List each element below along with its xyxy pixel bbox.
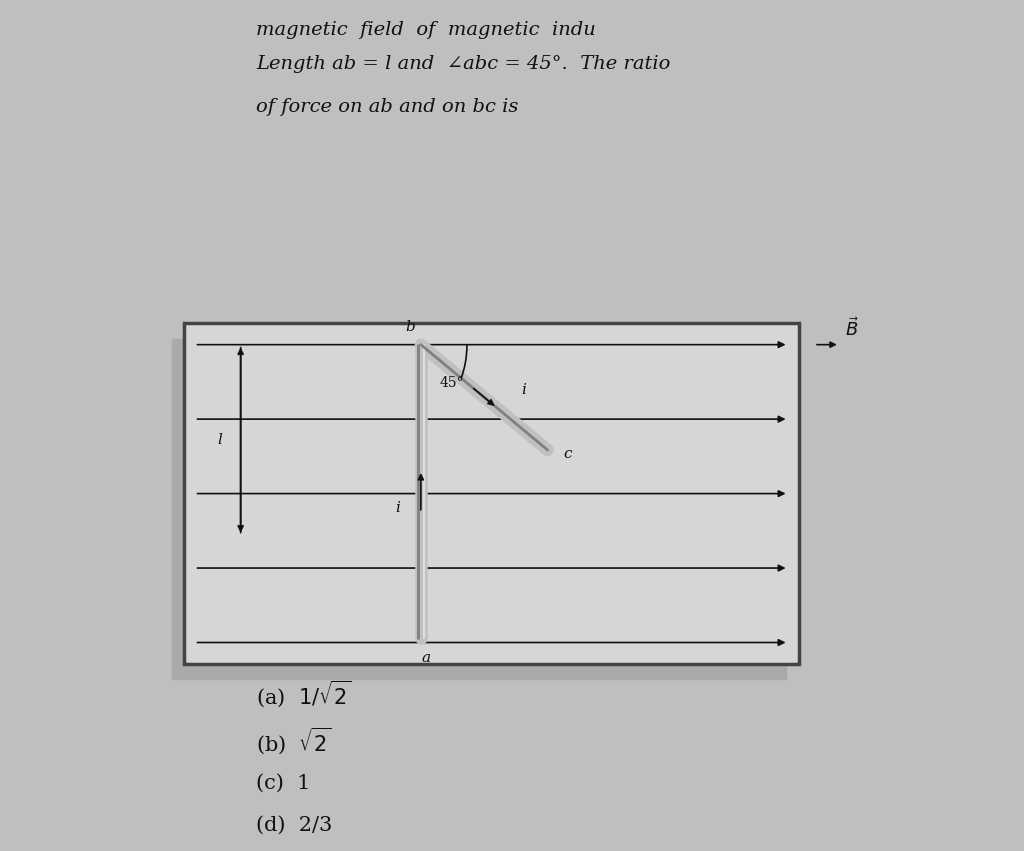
Text: b: b bbox=[406, 321, 416, 334]
Text: of force on ab and on bc is: of force on ab and on bc is bbox=[256, 98, 518, 116]
Text: c: c bbox=[563, 448, 571, 461]
Text: l: l bbox=[217, 433, 222, 447]
Text: a: a bbox=[422, 651, 430, 665]
Bar bbox=[184, 323, 799, 664]
Text: 45°: 45° bbox=[439, 376, 464, 390]
Text: i: i bbox=[395, 501, 400, 516]
Text: i: i bbox=[521, 383, 526, 397]
Text: magnetic  field  of  magnetic  indu: magnetic field of magnetic indu bbox=[256, 21, 596, 39]
Polygon shape bbox=[172, 339, 786, 679]
Text: $\vec{B}$: $\vec{B}$ bbox=[845, 317, 859, 340]
Text: (b)  $\sqrt{2}$: (b) $\sqrt{2}$ bbox=[256, 725, 332, 756]
Text: (c)  1: (c) 1 bbox=[256, 774, 310, 792]
Text: (d)  2/3: (d) 2/3 bbox=[256, 816, 333, 835]
Text: (a)  $1/\sqrt{2}$: (a) $1/\sqrt{2}$ bbox=[256, 678, 351, 709]
Text: Length ab = l and  ∠abc = 45°.  The ratio: Length ab = l and ∠abc = 45°. The ratio bbox=[256, 55, 671, 73]
